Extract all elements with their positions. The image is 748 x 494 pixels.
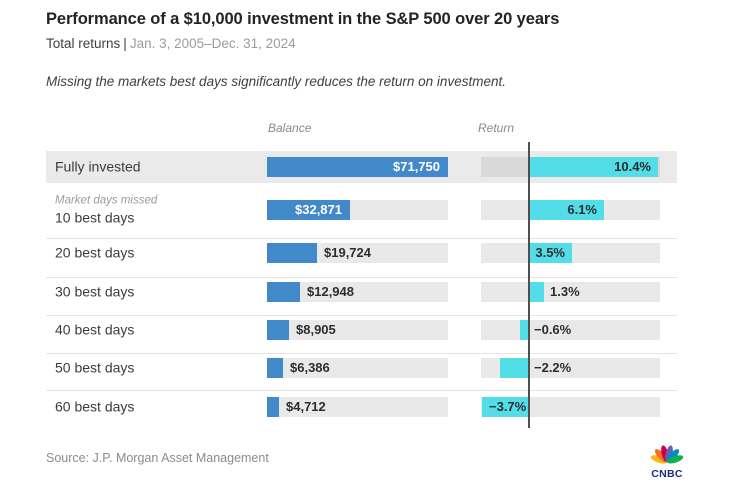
return-value-label: 1.3%: [550, 284, 580, 299]
return-value-label: 3.5%: [535, 245, 565, 260]
balance-value-label: $12,948: [307, 284, 354, 299]
return-value-label: 10.4%: [614, 159, 651, 174]
balance-track: [267, 397, 448, 417]
return-value-label: 6.1%: [567, 202, 597, 217]
row-label: Fully invested: [55, 158, 141, 175]
balance-value-label: $19,724: [324, 245, 371, 260]
return-bar: [520, 320, 528, 340]
row-label: 50 best days: [55, 359, 135, 376]
row-separator: [46, 353, 677, 354]
balance-bar: [267, 282, 300, 302]
return-value-label: −2.2%: [534, 360, 572, 375]
cnbc-logo: CNBC: [650, 445, 684, 480]
row-separator: [46, 390, 677, 391]
return-value-label: −3.7%: [489, 399, 527, 414]
return-bar: [500, 358, 528, 378]
chart-subtitle: Total returns | Jan. 3, 2005–Dec. 31, 2024: [46, 36, 296, 51]
balance-bar: [267, 243, 317, 263]
balance-bar: [267, 397, 279, 417]
chart-row-40-best-days: 40 best days $8,905 −0.6%: [0, 311, 748, 349]
chart-row-50-best-days: 50 best days $6,386 −2.2%: [0, 349, 748, 387]
return-bar: [528, 243, 572, 263]
row-label: 60 best days: [55, 398, 135, 415]
row-separator: [46, 238, 677, 239]
row-sublabel: Market days missed: [55, 194, 158, 207]
return-bar: [528, 157, 658, 177]
balance-value-label: $8,905: [296, 322, 336, 337]
row-separator: [46, 315, 677, 316]
balance-value-label: $32,871: [295, 202, 342, 217]
balance-track: [267, 358, 448, 378]
balance-value-label: $71,750: [393, 159, 440, 174]
row-label: 20 best days: [55, 244, 135, 261]
row-label: 40 best days: [55, 321, 135, 338]
row-label: 10 best days: [55, 209, 135, 226]
subtitle-date: Jan. 3, 2005–Dec. 31, 2024: [129, 36, 296, 51]
column-header-return: Return: [478, 121, 515, 135]
return-track: [481, 282, 660, 302]
page-title: Performance of a $10,000 investment in t…: [46, 10, 560, 28]
balance-bar: [267, 358, 283, 378]
balance-bar: [267, 157, 448, 177]
balance-bar: [267, 200, 350, 220]
balance-track: [267, 320, 448, 340]
row-separator: [46, 277, 677, 278]
chart-row-30-best-days: 30 best days $12,948 1.3%: [0, 273, 748, 311]
column-header-balance: Balance: [268, 121, 312, 135]
subtitle-label: Total returns: [46, 36, 121, 51]
chart-annotation: Missing the markets best days significan…: [46, 74, 506, 89]
cnbc-wordmark: CNBC: [651, 468, 683, 480]
subtitle-separator: |: [123, 36, 127, 51]
return-bar: [482, 397, 528, 417]
return-value-label: −0.6%: [534, 322, 572, 337]
zero-axis-line: [528, 142, 530, 428]
balance-value-label: $4,712: [286, 399, 326, 414]
return-bar: [528, 200, 604, 220]
balance-track: [267, 282, 448, 302]
balance-bar: [267, 320, 289, 340]
source-note: Source: J.P. Morgan Asset Management: [46, 451, 269, 465]
peacock-icon: [650, 445, 684, 464]
chart-row-fully-invested: Fully invested $71,750 10.4%: [0, 148, 748, 186]
return-bar: [528, 282, 544, 302]
chart-row-60-best-days: 60 best days $4,712 −3.7%: [0, 388, 748, 426]
row-label-group: Market days missed 10 best days: [55, 194, 157, 227]
row-label: 30 best days: [55, 283, 135, 300]
chart-row-10-best-days: Market days missed 10 best days $32,871 …: [0, 191, 748, 229]
balance-value-label: $6,386: [290, 360, 330, 375]
chart-row-20-best-days: 20 best days $19,724 3.5%: [0, 234, 748, 272]
